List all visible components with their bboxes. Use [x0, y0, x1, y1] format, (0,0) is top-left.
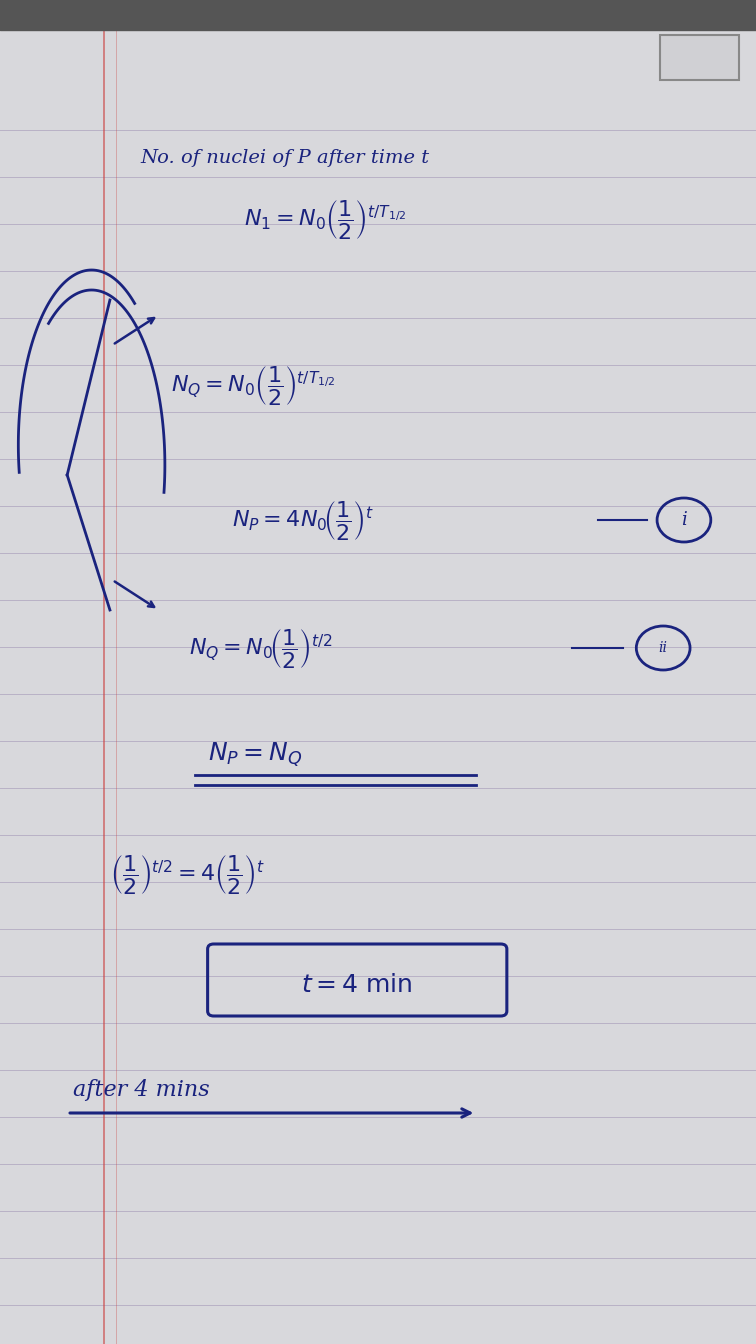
Text: after 4 mins: after 4 mins [73, 1079, 210, 1101]
FancyBboxPatch shape [659, 35, 739, 81]
Text: i: i [681, 511, 686, 530]
Text: $N_P = N_Q$: $N_P = N_Q$ [208, 741, 302, 769]
Text: $N_1 = N_0\left(\dfrac{1}{2}\right)^{t/T_{1/2}}$: $N_1 = N_0\left(\dfrac{1}{2}\right)^{t/T… [244, 199, 407, 242]
Text: $N_Q = N_0\left(\dfrac{1}{2}\right)^{t/T_{1/2}}$: $N_Q = N_0\left(\dfrac{1}{2}\right)^{t/T… [171, 363, 336, 406]
Text: $N_P = 4N_0\!\left(\dfrac{1}{2}\right)^{t}$: $N_P = 4N_0\!\left(\dfrac{1}{2}\right)^{… [232, 499, 374, 542]
Text: $N_Q = N_0\!\left(\dfrac{1}{2}\right)^{t/2}$: $N_Q = N_0\!\left(\dfrac{1}{2}\right)^{t… [189, 626, 333, 669]
Text: No. of nuclei of P after time t: No. of nuclei of P after time t [141, 149, 429, 167]
Text: $t = 4\ \mathrm{min}$: $t = 4\ \mathrm{min}$ [302, 973, 413, 996]
Text: $\left(\dfrac{1}{2}\right)^{t/2} = 4\left(\dfrac{1}{2}\right)^{t}$: $\left(\dfrac{1}{2}\right)^{t/2} = 4\lef… [110, 853, 265, 896]
Text: ii: ii [658, 641, 668, 655]
